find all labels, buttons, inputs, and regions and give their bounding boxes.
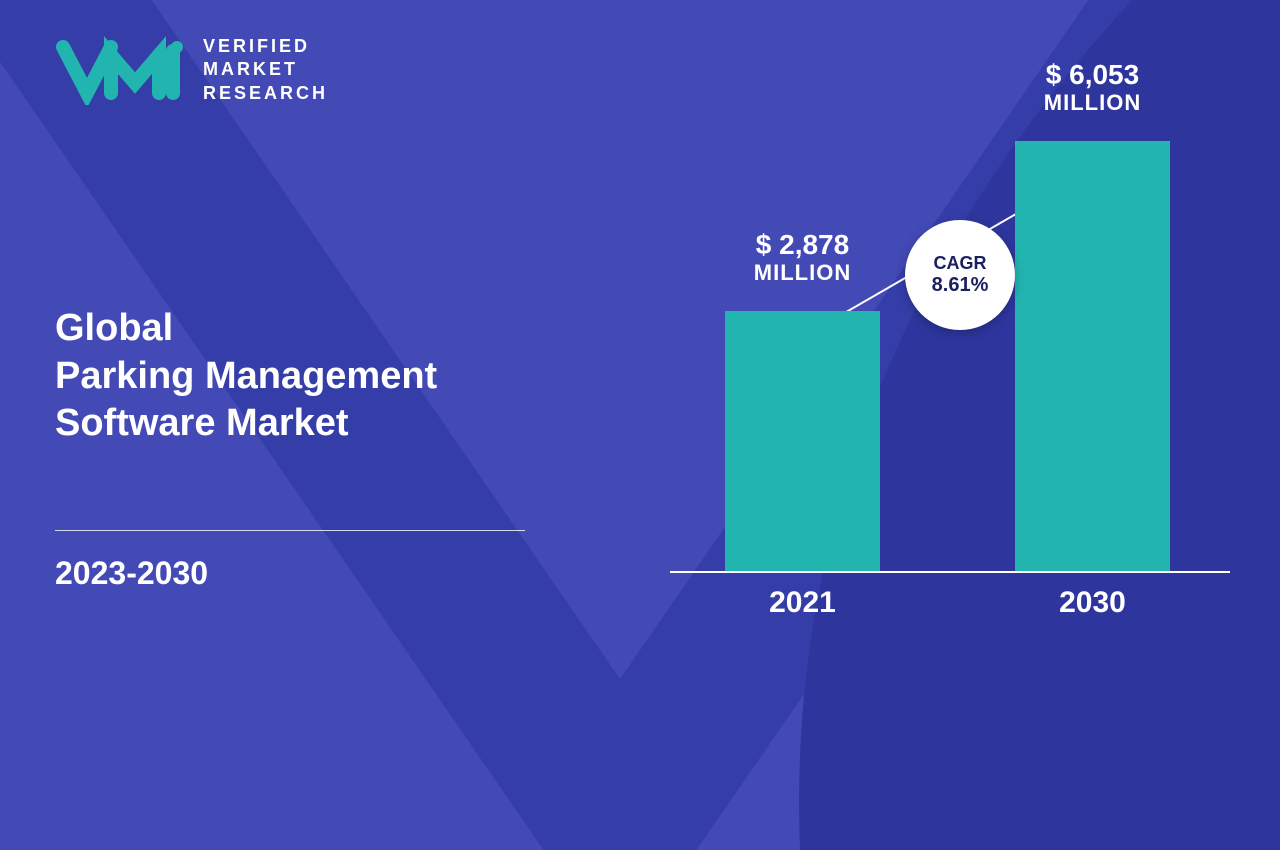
cagr-label: CAGR [934,253,987,274]
title-line1: Global [55,305,437,353]
logo-line2: MARKET [203,58,328,81]
logo-line3: RESEARCH [203,82,328,105]
market-title: Global Parking Management Software Marke… [55,305,437,448]
logo: VERIFIED MARKET RESEARCH [55,35,328,105]
title-divider [55,530,525,531]
bar-2030-amount: $ 6,053 [990,60,1195,91]
title-line3: Software Market [55,400,437,448]
bar-2021-label: $ 2,878 MILLION [700,230,905,285]
growth-bar-chart: $ 2,878 MILLION 2021 $ 6,053 MILLION 203… [670,55,1230,625]
bar-2030-label: $ 6,053 MILLION [990,60,1195,115]
year-2030: 2030 [1015,586,1170,620]
bar-2021-amount: $ 2,878 [700,230,905,261]
cagr-badge: CAGR 8.61% [905,220,1015,330]
bar-2030 [1015,141,1170,571]
logo-text: VERIFIED MARKET RESEARCH [203,35,328,105]
bar-2030-unit: MILLION [990,91,1195,115]
bar-2021 [725,311,880,571]
cagr-value: 8.61% [932,274,989,297]
title-line2: Parking Management [55,353,437,401]
chart-baseline [670,571,1230,573]
bar-2021-unit: MILLION [700,261,905,285]
vmr-logo-icon [55,35,185,105]
year-2021: 2021 [725,586,880,620]
logo-line1: VERIFIED [203,35,328,58]
forecast-period: 2023-2030 [55,555,208,592]
